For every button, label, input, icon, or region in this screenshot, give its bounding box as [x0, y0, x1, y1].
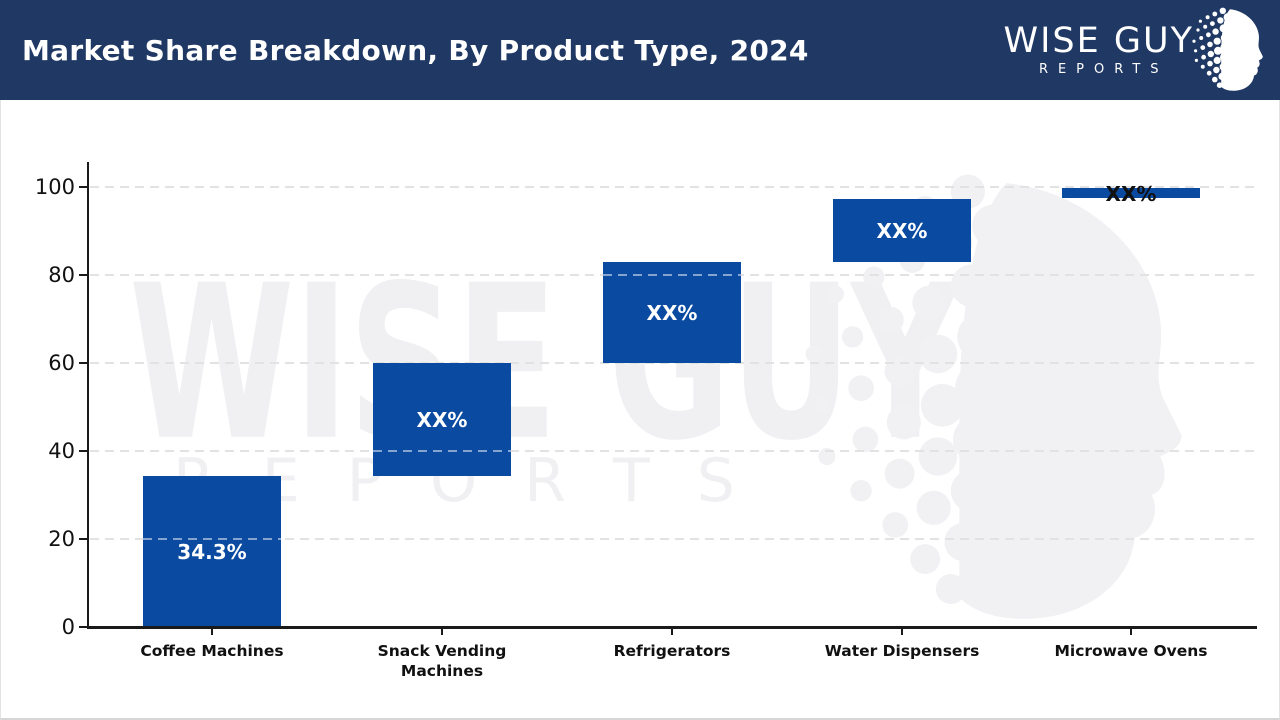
- header-bar: Market Share Breakdown, By Product Type,…: [0, 0, 1280, 100]
- plot-area: WISE GUY R E P O R T S 34.3%: [0, 100, 1280, 720]
- x-axis: [87, 626, 1257, 629]
- watermark-wiseguy: WISE GUY: [129, 240, 960, 489]
- x-axis-label: Coffee Machines: [140, 642, 284, 660]
- y-tick: [79, 274, 88, 276]
- y-tick-label: 40: [48, 439, 75, 463]
- bar-coffee-machines: 34.3%: [143, 476, 281, 627]
- y-tick-label: 60: [48, 351, 75, 375]
- bar-value-label: XX%: [646, 300, 698, 325]
- bar-value-label: XX%: [1105, 182, 1157, 206]
- bar-snack-vending-machines: XX%: [373, 363, 511, 476]
- watermark-head-icon: [805, 174, 1182, 619]
- gridline-overlay: [143, 538, 281, 540]
- bar-value-label: XX%: [876, 218, 928, 243]
- y-tick: [79, 450, 88, 452]
- bar-water-dispensers: XX%: [833, 199, 971, 262]
- x-tick: [441, 629, 443, 635]
- x-tick: [671, 629, 673, 635]
- x-tick: [211, 629, 213, 635]
- y-tick-label: 80: [48, 263, 75, 287]
- y-tick: [79, 186, 88, 188]
- gridline-20: [90, 538, 1254, 540]
- y-axis: [87, 162, 89, 629]
- y-tick: [79, 362, 88, 364]
- x-axis-label: Refrigerators: [613, 642, 731, 660]
- gridline-100: [90, 186, 1254, 188]
- logo-line2: REPORTS: [1038, 62, 1169, 77]
- y-tick-label: 0: [61, 615, 75, 639]
- bar-microwave-ovens: [1062, 188, 1200, 198]
- x-axis-label: Snack Vending Machines: [377, 642, 507, 680]
- gridline-overlay: [373, 450, 511, 452]
- logo-line1: WISE GUY: [1003, 21, 1194, 61]
- y-tick-label: 20: [48, 527, 75, 551]
- y-tick: [79, 538, 88, 540]
- bar-refrigerators: XX%: [603, 262, 741, 363]
- y-tick-label: 100: [34, 175, 75, 199]
- x-tick: [1130, 629, 1132, 635]
- page-title: Market Share Breakdown, By Product Type,…: [22, 33, 809, 67]
- x-axis-label: Water Dispensers: [824, 642, 980, 660]
- logo-wordmark: WISE GUY REPORTS: [1003, 21, 1194, 77]
- y-tick: [79, 626, 88, 628]
- gridline-40: [90, 450, 1254, 452]
- logo: WISE GUY REPORTS: [1003, 6, 1266, 94]
- x-axis-label: Microwave Ovens: [1054, 642, 1208, 660]
- wiseguy-head-icon: [1192, 7, 1263, 91]
- x-tick: [901, 629, 903, 635]
- gridline-overlay: [603, 274, 741, 276]
- gridline-60: [90, 362, 1254, 364]
- bar-value-label: 34.3%: [177, 539, 247, 564]
- bar-value-label: XX%: [416, 407, 468, 432]
